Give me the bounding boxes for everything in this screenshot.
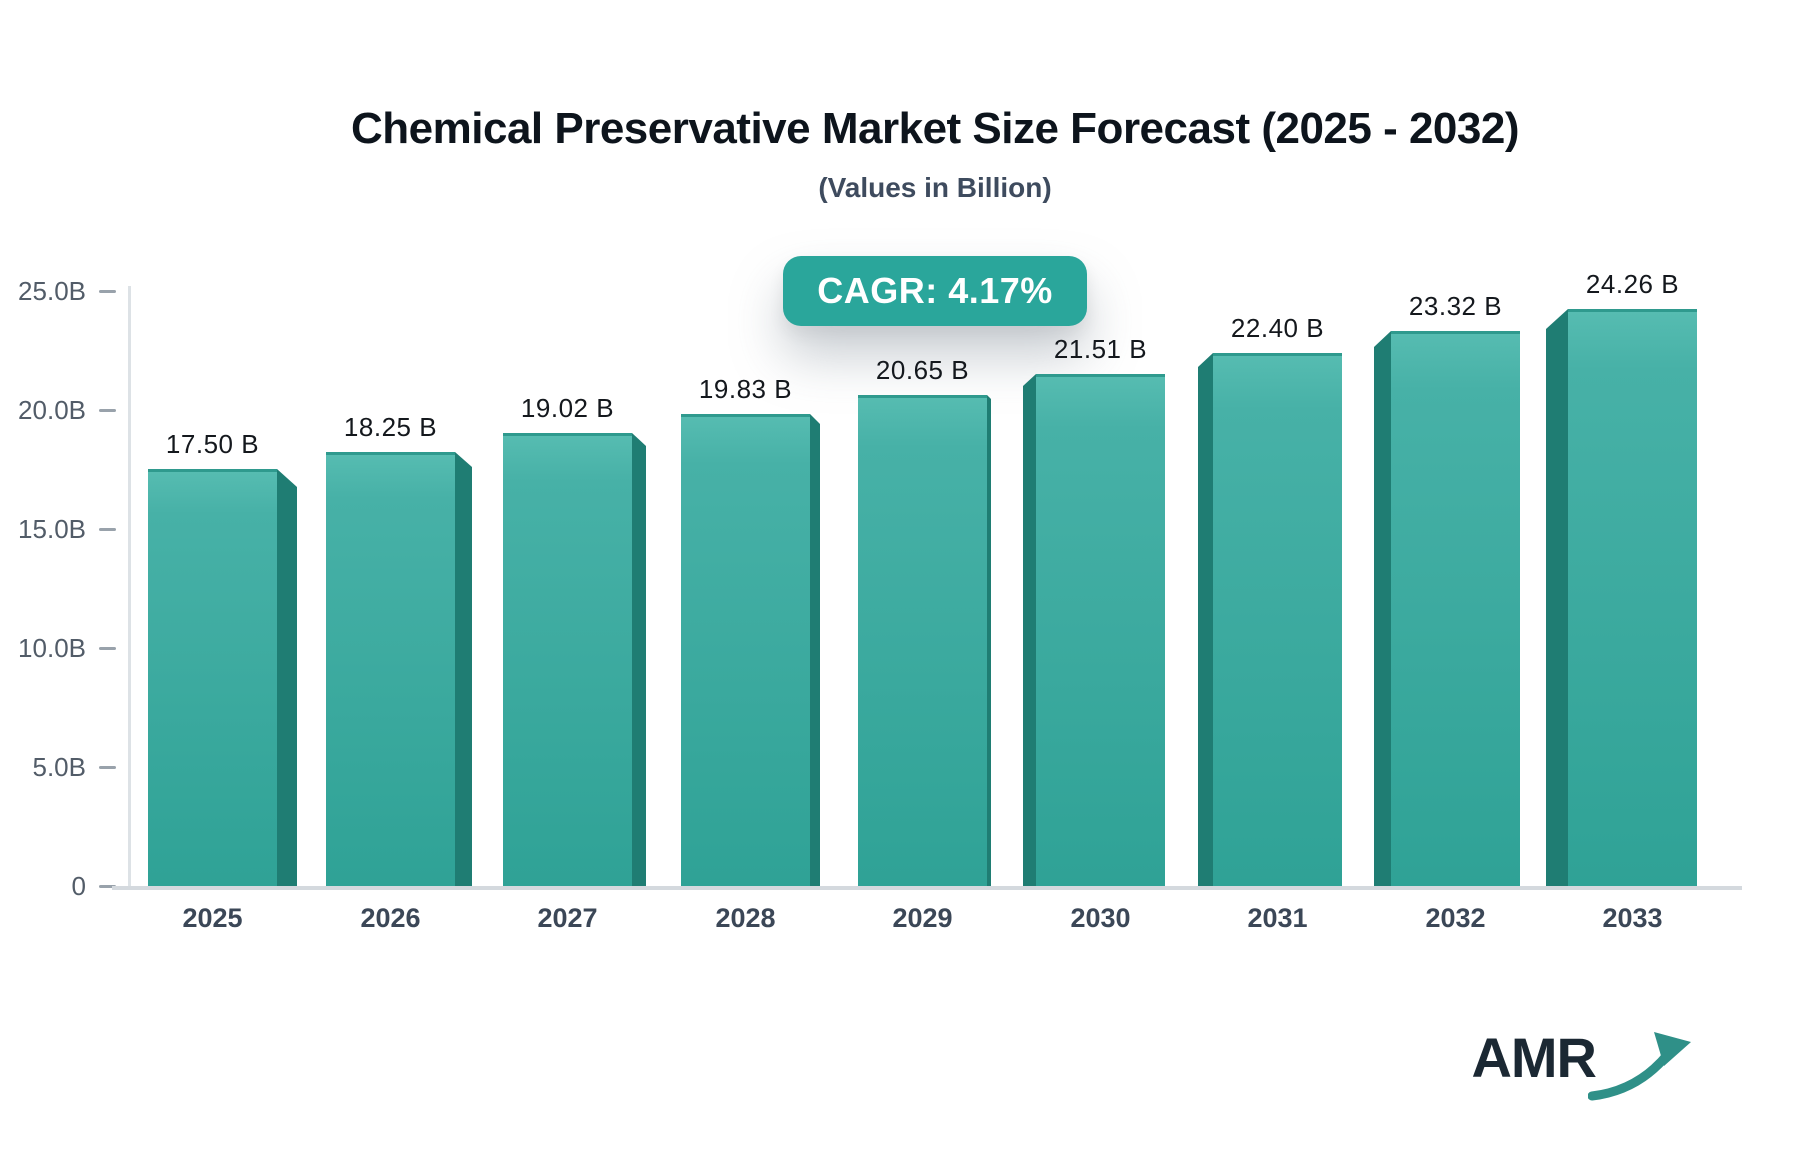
x-axis-line — [112, 886, 1742, 890]
cagr-badge-text: CAGR: 4.17% — [817, 270, 1053, 311]
x-axis-label-2029: 2029 — [892, 903, 953, 933]
bar-side-2026 — [455, 452, 472, 886]
y-tick-dash — [99, 647, 116, 650]
bar-front-2025 — [148, 469, 277, 886]
bar-side-2032 — [1374, 331, 1391, 886]
bar-value-label-2027: 19.02 B — [520, 393, 615, 423]
y-tick-dash — [99, 290, 116, 293]
bar-front-2032 — [1391, 331, 1520, 886]
trend-up-arrow-icon — [1588, 1032, 1691, 1101]
x-axis-label-2032: 2032 — [1425, 903, 1486, 933]
bar-side-2027 — [632, 433, 646, 886]
bar-front-2033 — [1568, 309, 1697, 886]
bar-front-2029 — [858, 395, 987, 886]
x-axis-label-2031: 2031 — [1247, 903, 1308, 933]
bar-side-2025 — [277, 469, 297, 886]
bar-value-label-2032: 23.32 B — [1408, 291, 1503, 321]
bar-side-2028 — [810, 414, 820, 886]
y-tick-dash — [99, 528, 116, 531]
bar-value-label-2028: 19.83 B — [698, 374, 793, 404]
chart-subtitle: (Values in Billion) — [818, 172, 1052, 203]
amr-logo-text: AMR — [1471, 1026, 1597, 1089]
bar-value-label-2031: 22.40 B — [1230, 313, 1325, 343]
bar-value-label-2029: 20.65 B — [875, 355, 970, 385]
bar-side-2031 — [1198, 353, 1213, 886]
y-tick-label: 0 — [71, 871, 86, 901]
x-axis-label-2025: 2025 — [182, 903, 243, 933]
y-tick-label: 5.0B — [32, 752, 87, 782]
chart-title: Chemical Preservative Market Size Foreca… — [351, 104, 1520, 153]
bar-front-2026 — [326, 452, 455, 886]
y-axis-line — [128, 286, 131, 888]
bar-front-2030 — [1036, 374, 1165, 886]
bar-side-2030 — [1023, 374, 1036, 886]
bar-side-2033 — [1546, 309, 1568, 886]
x-axis-label-2028: 2028 — [715, 903, 776, 933]
x-axis-label-2027: 2027 — [537, 903, 598, 933]
cagr-badge: CAGR: 4.17% — [783, 256, 1087, 326]
bar-value-label-2033: 24.26 B — [1585, 269, 1680, 299]
x-axis-label-2026: 2026 — [360, 903, 421, 933]
bar-side-2029 — [987, 395, 991, 886]
bar-front-2031 — [1213, 353, 1342, 886]
bar-value-label-2026: 18.25 B — [343, 412, 438, 442]
x-axis-label-2030: 2030 — [1070, 903, 1131, 933]
y-tick-label: 15.0B — [18, 514, 86, 544]
y-tick-label: 10.0B — [18, 633, 86, 663]
amr-logo: AMR — [1471, 1030, 1700, 1108]
y-tick-label: 20.0B — [18, 395, 86, 425]
bar-front-2028 — [681, 414, 810, 886]
y-tick-dash — [99, 766, 116, 769]
bar-front-2027 — [503, 433, 632, 886]
x-axis-label-2033: 2033 — [1602, 903, 1663, 933]
y-tick-label: 25.0B — [18, 276, 86, 306]
bar-value-label-2025: 17.50 B — [165, 429, 260, 459]
bar-value-label-2030: 21.51 B — [1053, 334, 1148, 364]
y-tick-dash — [99, 409, 116, 412]
y-tick-dash — [99, 885, 116, 888]
